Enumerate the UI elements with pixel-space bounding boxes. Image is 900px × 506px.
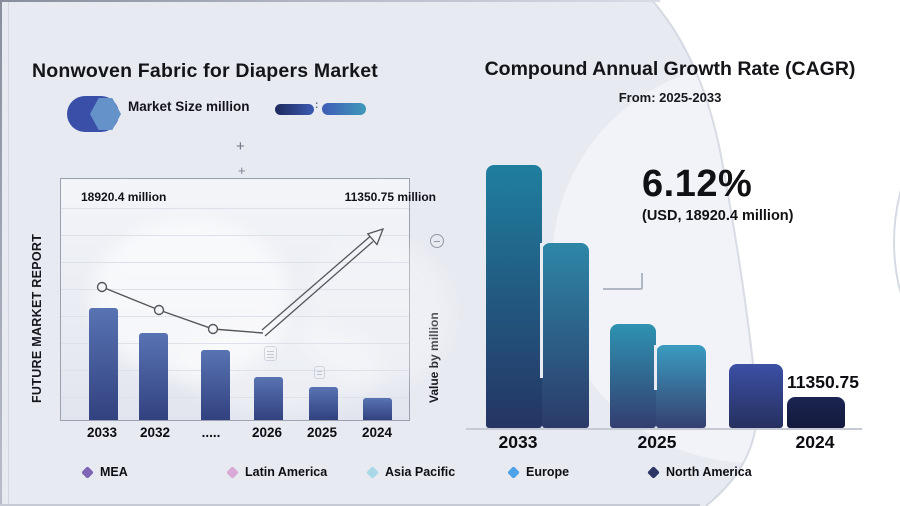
legend-label: North America <box>666 465 752 479</box>
x-axis-label: 2025 <box>306 425 338 440</box>
cagr-bar-2024-b <box>787 397 845 428</box>
market-size-bar-2032 <box>139 333 168 420</box>
gridline <box>61 235 409 236</box>
gridline <box>61 208 409 209</box>
panel-blob <box>301 239 451 389</box>
market-size-bar-..... <box>201 350 230 420</box>
x-axis-label: 2033 <box>86 425 118 440</box>
market-size-icon <box>67 96 121 132</box>
cagr-end-value-label: 11350.75 <box>787 372 860 392</box>
legend-diamond-icon <box>507 465 520 479</box>
panel-blob <box>91 219 291 379</box>
x-axis-label: ..... <box>201 425 221 440</box>
legend-diamond-icon <box>226 465 239 479</box>
frame-inner-left-line <box>8 2 9 504</box>
legend-label: MEA <box>100 465 128 479</box>
cagr-x-label: 2033 <box>498 432 538 452</box>
plus-icon: + <box>238 163 246 178</box>
page-title: Nonwoven Fabric for Diapers Market <box>32 60 378 82</box>
cagr-x-label: 2024 <box>795 432 835 452</box>
watermark-vertical-text: FUTURE MARKET REPORT <box>30 233 44 403</box>
bar-gap <box>654 345 657 390</box>
pill-badge-teal <box>322 103 366 115</box>
market-size-label: Market Size million <box>128 99 250 114</box>
legend-diamond-icon <box>81 465 94 479</box>
frame-left-line <box>0 0 2 506</box>
legend-item-mea: MEA <box>81 465 128 479</box>
legend-item-north-america: North America <box>647 465 752 479</box>
cagr-bar-2025-b <box>656 345 706 428</box>
legend-item-asia-pacific: Asia Pacific <box>366 465 456 479</box>
market-size-x-labels: 2033 2032..... 2026 2025 2024 <box>60 425 410 445</box>
x-axis-label: 2026 <box>251 425 283 440</box>
minus-circle-icon <box>430 234 444 248</box>
trend-line-arrow <box>96 227 385 337</box>
legend-label: Asia Pacific <box>385 465 456 479</box>
market-size-bar-2026 <box>254 377 283 420</box>
legend-label: Latin America <box>245 465 328 479</box>
cagr-value: 6.12% <box>642 163 753 205</box>
legend-diamond-icon <box>366 465 379 479</box>
cagr-bar-2024-a <box>729 364 783 428</box>
end-value-label: 11350.75 million <box>344 190 436 204</box>
pill-separator: : <box>315 100 319 111</box>
market-size-bar-2024 <box>363 398 392 420</box>
cagr-subtitle: From: 2025-2033 <box>618 90 722 105</box>
cagr-header: Compound Annual Growth Rate (CAGR) From:… <box>452 58 888 105</box>
frame-top-line <box>0 0 660 2</box>
cagr-bar-2033-b <box>542 243 589 428</box>
gridline <box>61 370 409 371</box>
cagr-bar-2033-a <box>486 165 542 428</box>
bracket-decoration <box>603 288 642 290</box>
gridline <box>61 262 409 263</box>
start-value-label: 18920.4 million <box>81 190 167 204</box>
legend-item-latin-america: Latin America <box>226 465 328 479</box>
cagr-bar-2025-a <box>610 324 656 428</box>
cagr-base-value: (USD, 18920.4 million) <box>642 208 794 224</box>
legend-item-europe: Europe <box>507 465 570 479</box>
gridline <box>61 343 409 344</box>
x-axis-label: 2024 <box>361 425 393 440</box>
market-size-chart-panel: 18920.4 million 11350.75 million <box>60 178 451 421</box>
document-icon <box>264 346 277 361</box>
market-size-bar-2033 <box>89 308 118 420</box>
frame-bottom-line <box>0 504 700 506</box>
pill-badge-dark <box>275 104 314 115</box>
gridline <box>61 289 409 290</box>
market-size-bar-2025 <box>309 387 338 420</box>
bracket-decoration <box>641 273 643 289</box>
gridline <box>61 397 409 398</box>
document-icon <box>314 366 325 379</box>
cagr-x-label: 2025 <box>637 432 677 452</box>
plus-icon: + <box>236 138 245 155</box>
cagr-axis-line <box>466 428 862 430</box>
legend-diamond-icon <box>647 465 660 479</box>
x-axis-label: 2032 <box>139 425 171 440</box>
gridline <box>61 316 409 317</box>
bar-gap <box>540 243 543 378</box>
cagr-title: Compound Annual Growth Rate (CAGR) <box>484 58 856 80</box>
legend-label: Europe <box>526 465 570 479</box>
